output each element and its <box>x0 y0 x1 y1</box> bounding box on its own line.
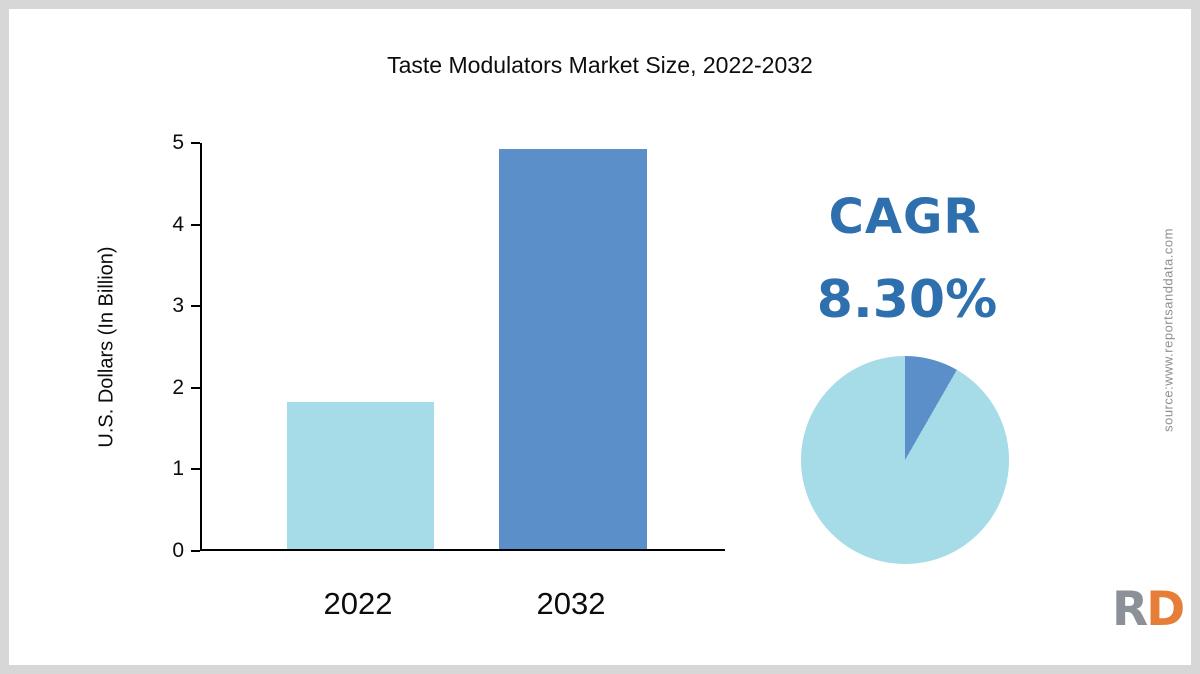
x-tick-label-2032: 2032 <box>536 586 606 621</box>
y-tick-label: 1 <box>172 457 184 481</box>
bar-2022 <box>287 402 434 549</box>
brand-logo-letter-r: R <box>1112 582 1148 637</box>
y-tick-label: 5 <box>172 131 184 154</box>
y-tick-mark <box>191 305 200 308</box>
y-axis-ticks: 0 1 2 3 4 5 <box>150 131 200 562</box>
cagr-value: 8.30% <box>816 270 998 330</box>
y-tick-mark <box>191 223 200 226</box>
brand-logo-letter-d: D <box>1146 582 1185 637</box>
bar-chart-plot-area <box>200 143 725 551</box>
cagr-label: CAGR <box>828 189 982 245</box>
y-tick-mark <box>191 550 200 552</box>
source-credit: source:www.reportsanddata.com <box>1160 228 1176 432</box>
y-tick-mark <box>191 468 200 471</box>
x-tick-label-2022: 2022 <box>323 586 393 621</box>
y-tick-label: 0 <box>172 539 184 562</box>
cagr-pie-chart <box>801 356 1009 564</box>
y-tick-mark <box>191 142 200 144</box>
y-tick-label: 3 <box>172 294 184 318</box>
y-tick-label: 2 <box>172 375 184 399</box>
brand-logo: RD <box>1112 582 1185 637</box>
y-tick-label: 4 <box>172 212 184 236</box>
chart-title: Taste Modulators Market Size, 2022-2032 <box>387 52 813 78</box>
bar-2032 <box>499 149 647 549</box>
y-axis-label: U.S. Dollars (In Billion) <box>95 246 118 448</box>
y-tick-mark <box>191 386 200 389</box>
